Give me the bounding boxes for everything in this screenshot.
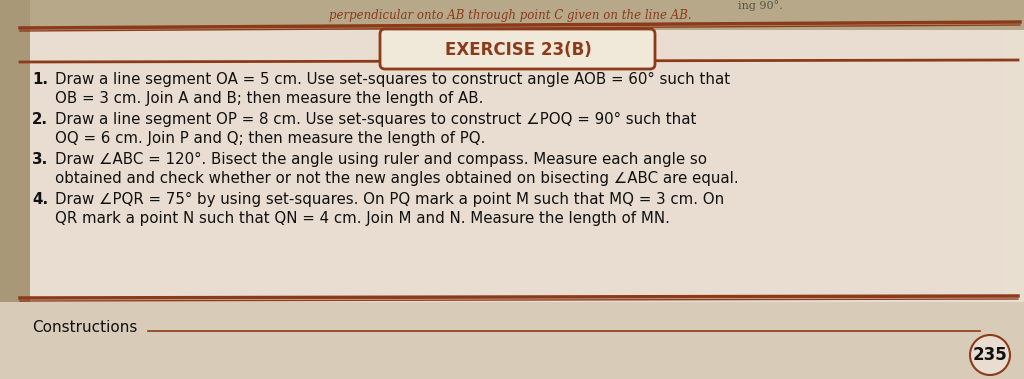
Text: OB = 3 cm. Join A and B; then measure the length of AB.: OB = 3 cm. Join A and B; then measure th… [55, 91, 483, 106]
Circle shape [970, 335, 1010, 375]
Text: Draw ∠ABC = 120°. Bisect the angle using ruler and compass. Measure each angle s: Draw ∠ABC = 120°. Bisect the angle using… [55, 152, 707, 167]
Text: Draw ∠PQR = 75° by using set-squares. On PQ mark a point M such that MQ = 3 cm. : Draw ∠PQR = 75° by using set-squares. On… [55, 192, 724, 207]
Bar [0, 302, 1024, 379]
Text: 4.: 4. [32, 192, 48, 207]
Text: Draw a line segment OA = 5 cm. Use set-squares to construct angle AOB = 60° such: Draw a line segment OA = 5 cm. Use set-s… [55, 72, 730, 87]
Text: obtained and check whether or not the new angles obtained on bisecting ∠ABC are : obtained and check whether or not the ne… [55, 171, 738, 186]
Text: perpendicular onto AB through point C given on the line AB.: perpendicular onto AB through point C gi… [329, 9, 691, 22]
Text: Constructions: Constructions [32, 320, 137, 335]
Text: QR mark a point N such that QN = 4 cm. Join M and N. Measure the length of MN.: QR mark a point N such that QN = 4 cm. J… [55, 211, 670, 226]
Text: 1.: 1. [32, 72, 48, 87]
Bar [0, 0, 30, 379]
FancyBboxPatch shape [20, 0, 1004, 379]
Text: 235: 235 [973, 346, 1008, 364]
Text: ing 90°.: ing 90°. [737, 0, 782, 11]
FancyBboxPatch shape [380, 29, 655, 69]
Text: EXERCISE 23(B): EXERCISE 23(B) [444, 41, 592, 59]
Text: Draw a line segment OP = 8 cm. Use set-squares to construct ∠POQ = 90° such that: Draw a line segment OP = 8 cm. Use set-s… [55, 112, 696, 127]
Bar [0, 0, 1024, 30]
Text: 3.: 3. [32, 152, 48, 167]
Text: 2.: 2. [32, 112, 48, 127]
Text: OQ = 6 cm. Join P and Q; then measure the length of PQ.: OQ = 6 cm. Join P and Q; then measure th… [55, 131, 485, 146]
